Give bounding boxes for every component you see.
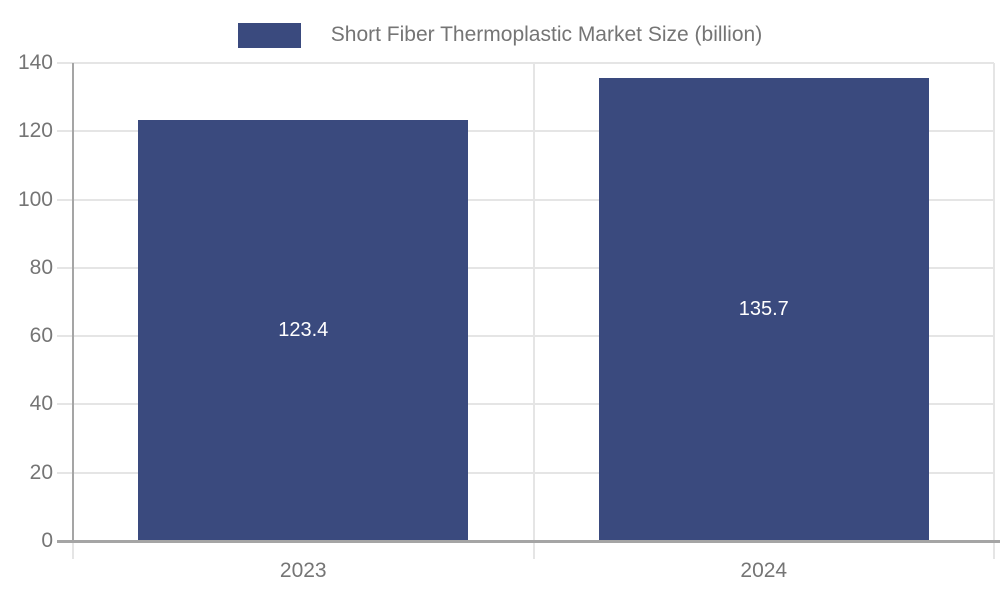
category-divider [532, 63, 535, 559]
y-axis-line [72, 63, 74, 541]
x-tick-label: 2023 [279, 559, 327, 582]
y-tick-label: 80 [29, 255, 53, 279]
legend-label: Short Fiber Thermoplastic Market Size (b… [330, 23, 763, 46]
axis-tick [72, 541, 74, 559]
bar-value-label: 123.4 [278, 319, 329, 342]
y-tick-label: 0 [41, 529, 53, 552]
legend-swatch [237, 22, 301, 48]
gridline [57, 471, 994, 474]
y-tick-label: 140 [17, 51, 53, 74]
x-axis-line [57, 540, 1000, 543]
x-tick-label: 2024 [740, 559, 788, 582]
gridline [57, 403, 994, 406]
category-divider [993, 63, 995, 559]
y-tick-label: 100 [17, 187, 53, 211]
gridline [57, 62, 994, 64]
y-tick-label: 40 [29, 392, 53, 416]
legend[interactable]: Short Fiber Thermoplastic Market Size (b… [0, 20, 1000, 50]
gridline [57, 266, 994, 269]
gridline [57, 335, 994, 338]
y-tick-label: 120 [17, 119, 53, 143]
bar-value-label: 135.7 [738, 298, 789, 321]
y-tick-label: 20 [29, 460, 53, 484]
bar [598, 77, 929, 541]
gridline [57, 130, 994, 133]
bar [138, 119, 469, 541]
gridline [57, 198, 994, 201]
y-tick-label: 60 [29, 324, 53, 348]
